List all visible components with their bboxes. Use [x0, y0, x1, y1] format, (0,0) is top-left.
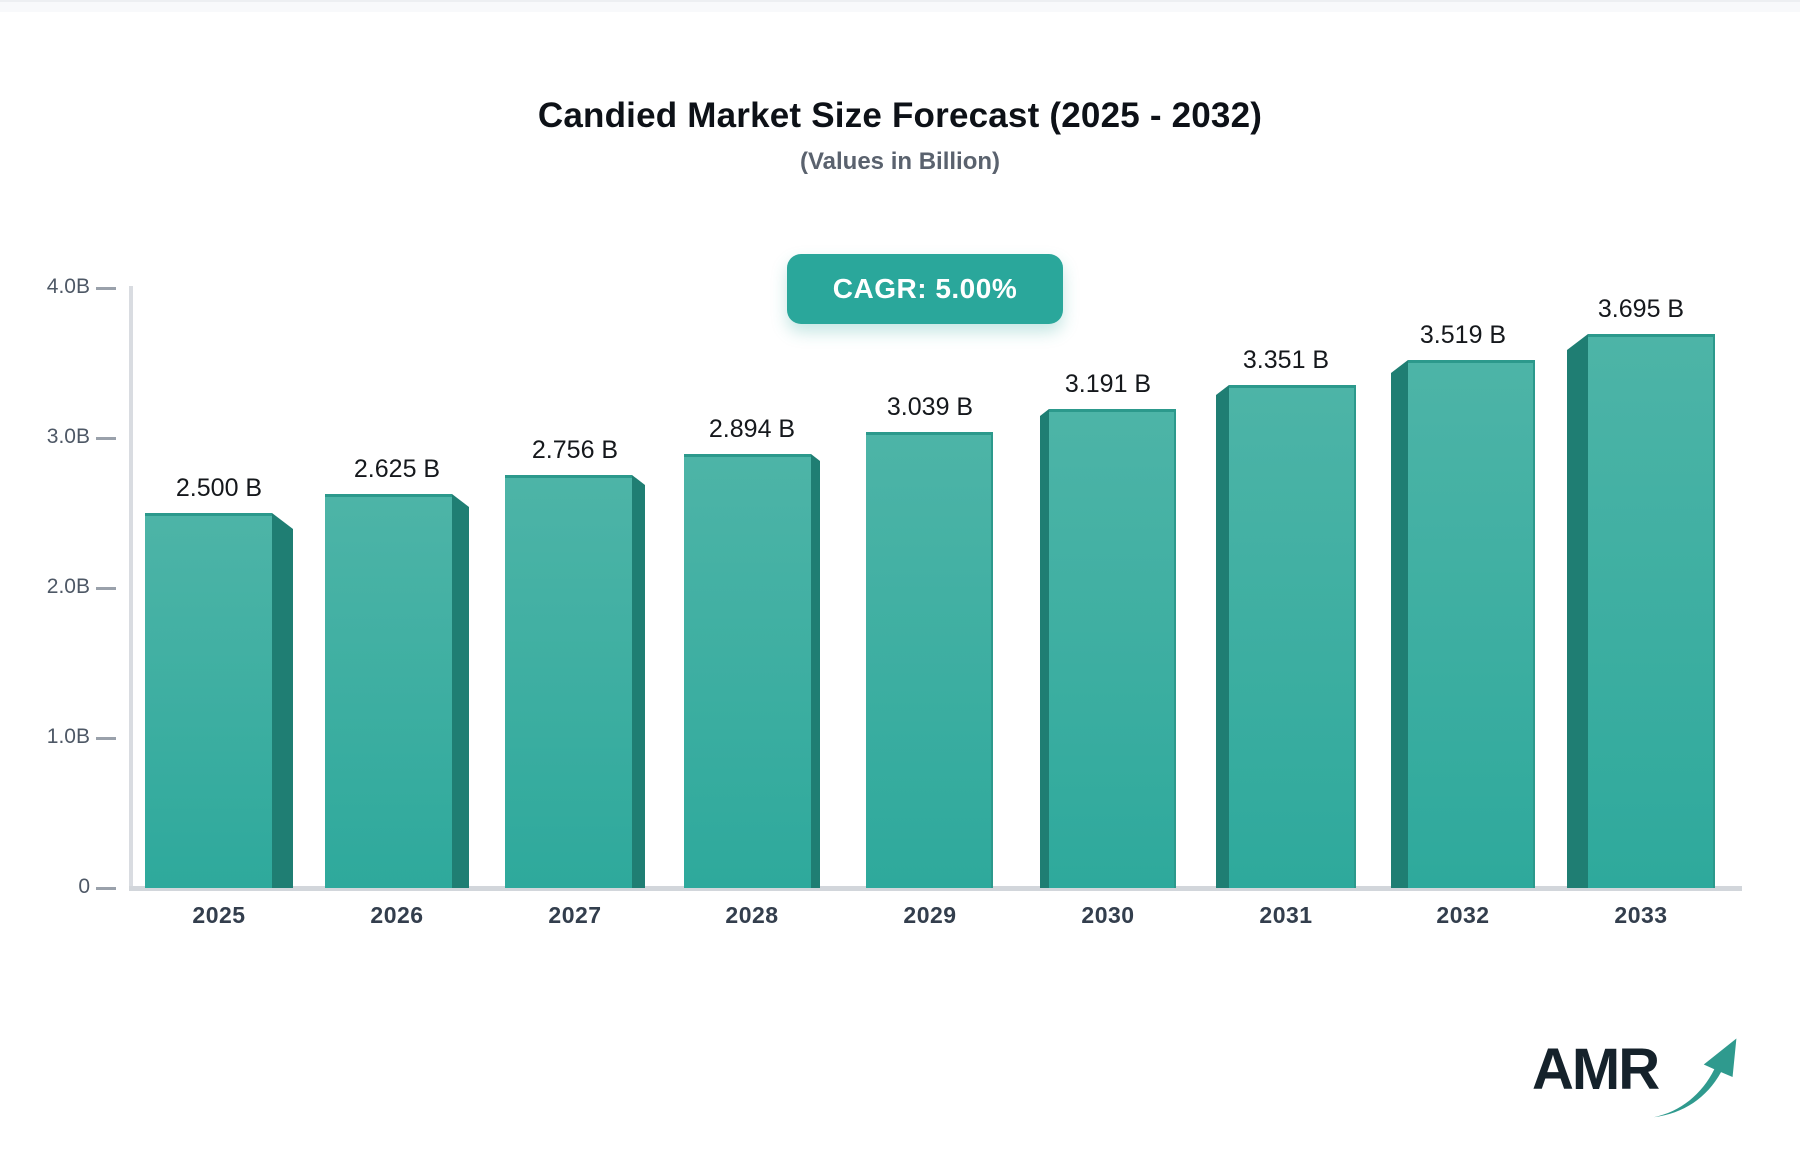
bar[interactable] — [145, 513, 293, 888]
bar-side-3d — [1040, 409, 1049, 888]
x-axis-baseline — [129, 886, 1742, 891]
bar-side-3d — [272, 513, 293, 888]
y-tick-label: 1.0B — [46, 725, 90, 748]
x-axis-label: 2030 — [1081, 902, 1135, 928]
bar-side-3d — [811, 454, 820, 888]
y-tick-label: 0 — [78, 875, 90, 898]
x-axis-label: 2028 — [725, 902, 779, 928]
amr-logo-text: AMR — [1532, 1037, 1660, 1102]
bar-value-label: 3.191 B — [1064, 370, 1152, 398]
bar-face — [1588, 334, 1715, 888]
bar-slot: 3.351 B 2031 — [1197, 288, 1375, 928]
bar[interactable] — [325, 494, 469, 888]
bar-value-label: 3.519 B — [1419, 321, 1507, 349]
bar-face — [1229, 385, 1356, 888]
x-axis-label: 2032 — [1436, 902, 1490, 928]
bar[interactable] — [866, 432, 993, 888]
bar[interactable] — [1216, 385, 1356, 888]
bar-side-3d — [1216, 385, 1229, 888]
bar-face — [684, 454, 811, 888]
y-tick-mark — [96, 587, 116, 590]
bar[interactable] — [1391, 360, 1535, 888]
bar-side-3d — [632, 475, 645, 888]
bar-slot: 3.191 B 2030 — [1019, 288, 1197, 928]
bar-value-label: 2.500 B — [175, 474, 263, 502]
y-tick-mark — [96, 287, 116, 290]
bar-value-label: 2.894 B — [708, 415, 796, 443]
bar-value-label: 2.625 B — [353, 455, 441, 483]
bar-side-3d — [1391, 360, 1408, 888]
bar-face — [505, 475, 632, 888]
y-tick-label: 4.0B — [46, 275, 90, 298]
amr-logo: AMR — [1532, 1030, 1737, 1130]
y-tick-label: 2.0B — [46, 575, 90, 598]
bar-value-label: 2.756 B — [531, 436, 619, 464]
bar-value-label: 3.039 B — [886, 393, 974, 421]
bar-face — [325, 494, 452, 888]
y-tick-mark — [96, 437, 116, 440]
x-axis-label: 2031 — [1259, 902, 1313, 928]
bar-value-label: 3.695 B — [1597, 295, 1685, 323]
x-axis-label: 2025 — [192, 902, 246, 928]
cagr-badge: CAGR: 5.00% — [787, 254, 1063, 324]
bar-face — [1408, 360, 1535, 888]
bar[interactable] — [1567, 334, 1715, 888]
bar-slot: 2.894 B 2028 — [663, 288, 841, 928]
bar-face — [145, 513, 272, 888]
top-strip — [0, 0, 1800, 12]
x-axis-label: 2029 — [903, 902, 957, 928]
y-tick-label: 3.0B — [46, 425, 90, 448]
bar-side-3d — [1567, 334, 1588, 888]
bar-value-label: 3.351 B — [1242, 346, 1330, 374]
bar[interactable] — [505, 475, 645, 888]
y-tick-mark — [96, 737, 116, 740]
bar-slot: 2.756 B 2027 — [486, 288, 664, 928]
chart-title: Candied Market Size Forecast (2025 - 203… — [537, 96, 1263, 135]
bar-slot: 2.625 B 2026 — [308, 288, 486, 928]
growth-arrow-icon — [1650, 1030, 1746, 1127]
bar-slot: 2.500 B 2025 — [130, 288, 308, 928]
x-axis-label: 2026 — [370, 902, 424, 928]
bar-slot: 3.039 B 2029 — [841, 288, 1019, 928]
x-axis-label: 2033 — [1614, 902, 1668, 928]
bar-face — [1049, 409, 1176, 888]
bar-slot: 3.695 B 2033 — [1552, 288, 1730, 928]
bar-side-3d — [452, 494, 469, 888]
bar[interactable] — [1040, 409, 1176, 888]
x-axis-label: 2027 — [548, 902, 602, 928]
chart-subtitle: (Values in Billion) — [799, 148, 1001, 175]
y-axis-line — [129, 286, 133, 891]
plot-area: 2.500 B 2025 2.625 B 2026 2.756 B 2027 2.894 B… — [130, 288, 1730, 928]
bar-face — [866, 432, 993, 888]
bar-slot: 3.519 B 2032 — [1374, 288, 1552, 928]
bar[interactable] — [684, 454, 820, 888]
y-tick-mark — [96, 887, 116, 890]
